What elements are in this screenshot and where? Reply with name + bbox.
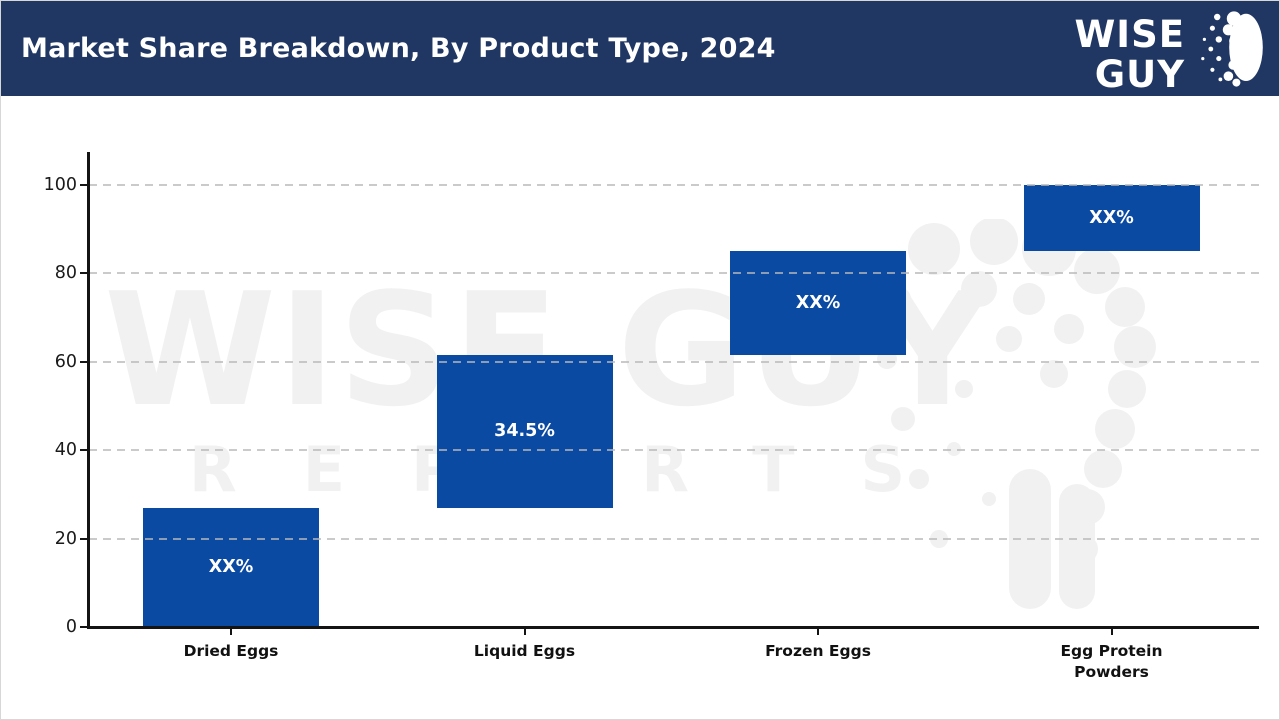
y-tick-mark-100 bbox=[80, 184, 88, 186]
y-tick-label-60: 60 bbox=[54, 351, 77, 372]
y-tick-label-20: 20 bbox=[54, 528, 77, 549]
bar-frozen-eggs: XX% bbox=[730, 251, 906, 356]
gridline-60 bbox=[89, 360, 1265, 363]
bar-value-label: XX% bbox=[208, 557, 254, 578]
y-tick-mark-20 bbox=[80, 537, 88, 540]
page-title: Market Share Breakdown, By Product Type,… bbox=[21, 33, 776, 64]
gridline-40 bbox=[89, 449, 1265, 452]
x-tick-mark-2 bbox=[817, 628, 819, 635]
brand-name: WISE GUY bbox=[1074, 13, 1185, 96]
x-category-label-3: Egg Protein Powders bbox=[1060, 642, 1163, 681]
y-tick-mark-0 bbox=[80, 626, 88, 628]
brand-face-icon bbox=[1201, 11, 1263, 87]
y-axis-line bbox=[87, 152, 90, 628]
x-category-label-2: Frozen Eggs bbox=[765, 642, 871, 660]
brand-subname: REPORTS bbox=[1076, 97, 1193, 112]
bar-value-label: 34.5% bbox=[494, 421, 555, 442]
gridline-100 bbox=[89, 184, 1265, 186]
x-category-label-0: Dried Eggs bbox=[183, 642, 279, 660]
gridline-20 bbox=[89, 537, 1265, 540]
header-bar: Market Share Breakdown, By Product Type,… bbox=[1, 1, 1279, 112]
brand-logo: WISE GUY REPORTS bbox=[997, 9, 1265, 112]
gridline-80 bbox=[89, 272, 1265, 275]
bar-egg-protein-powders: XX% bbox=[1023, 185, 1200, 252]
brand-logo-text: WISE GUY REPORTS bbox=[997, 15, 1185, 113]
y-tick-mark-60 bbox=[80, 360, 88, 363]
y-tick-label-40: 40 bbox=[54, 440, 77, 461]
x-tick-mark-3 bbox=[1110, 628, 1113, 635]
y-tick-label-100: 100 bbox=[43, 175, 77, 195]
x-tick-mark-0 bbox=[230, 628, 232, 635]
x-tick-mark-1 bbox=[523, 628, 526, 635]
bar-dried-eggs: XX% bbox=[143, 507, 319, 627]
x-category-label-1: Liquid Eggs bbox=[473, 642, 576, 660]
y-tick-mark-40 bbox=[80, 449, 88, 452]
y-tick-label-0: 0 bbox=[65, 617, 77, 637]
bar-value-label: XX% bbox=[1089, 208, 1134, 229]
bar-value-label: XX% bbox=[795, 293, 841, 314]
x-axis-line bbox=[87, 626, 1259, 629]
y-tick-mark-80 bbox=[80, 272, 88, 275]
chart-plot-area: 0 20 40 60 80 100 XX% 34.5% XX% XX% Dried Eggs Li… bbox=[1, 96, 1279, 719]
y-tick-label-80: 80 bbox=[54, 263, 77, 284]
bar-liquid-eggs: 34.5% bbox=[436, 355, 613, 508]
